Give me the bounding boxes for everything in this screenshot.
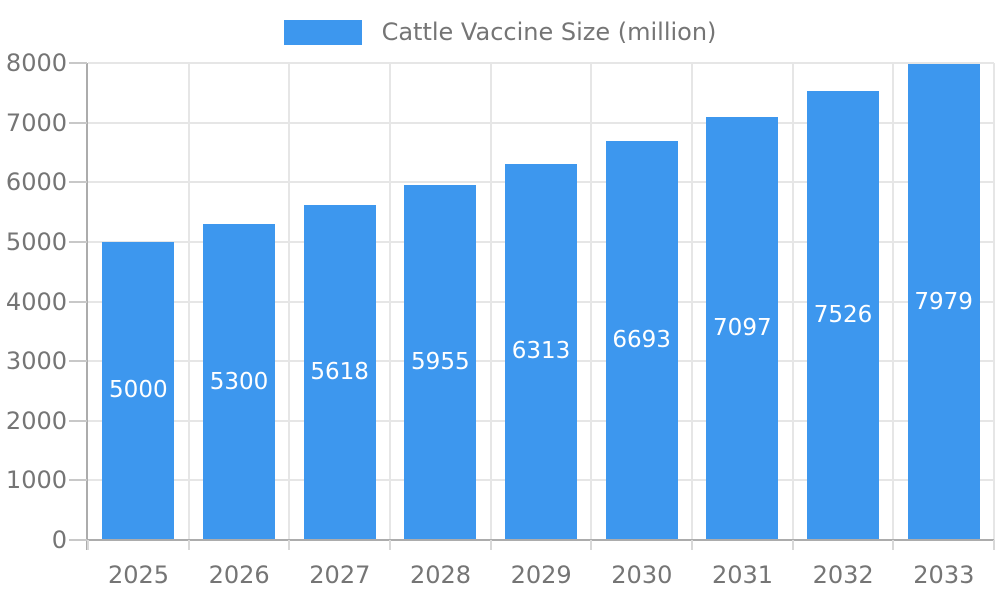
y-tick-label: 6000 <box>5 168 67 197</box>
x-tick-mark <box>691 540 693 550</box>
bar[interactable]: 7979 <box>907 64 980 540</box>
gridline-vertical <box>187 63 190 540</box>
x-tick-label: 2031 <box>711 561 774 589</box>
gridline-vertical <box>691 63 693 540</box>
bar-value-label: 7526 <box>813 302 873 329</box>
bar-value-label: 6693 <box>612 326 671 353</box>
y-tick-label: 2000 <box>5 406 67 435</box>
gridline-vertical <box>590 63 593 540</box>
x-tick-mark <box>489 540 492 550</box>
x-tick-mark <box>187 540 190 550</box>
y-tick-mark <box>69 62 87 64</box>
y-tick-mark <box>69 121 87 124</box>
y-tick-mark <box>69 300 87 303</box>
bar[interactable]: 5955 <box>404 184 477 540</box>
gridline-vertical <box>389 63 391 540</box>
gridline-vertical <box>892 63 895 540</box>
x-axis-line <box>78 539 994 541</box>
y-tick-label: 3000 <box>5 347 67 376</box>
y-tick-mark <box>69 360 87 363</box>
gridline-horizontal <box>88 121 994 124</box>
y-tick-label: 8000 <box>5 49 67 77</box>
legend-swatch <box>283 19 362 45</box>
bar[interactable]: 5618 <box>303 205 376 540</box>
bar-value-label: 5000 <box>109 377 168 404</box>
y-tick-mark <box>69 181 87 184</box>
x-tick-label: 2033 <box>913 561 975 589</box>
gridline-vertical <box>489 63 492 540</box>
y-tick-label: 5000 <box>5 227 67 256</box>
legend-label: Cattle Vaccine Size (million) <box>381 18 717 46</box>
x-tick-label: 2032 <box>812 561 874 589</box>
bar-value-label: 7979 <box>914 288 973 315</box>
bar[interactable]: 7526 <box>807 91 879 540</box>
legend-item[interactable]: Cattle Vaccine Size (million) <box>0 12 1000 52</box>
bar-value-label: 5955 <box>411 348 470 375</box>
bar-value-label: 5618 <box>310 359 369 386</box>
y-axis-line <box>86 63 88 550</box>
bar-value-label: 5300 <box>209 368 269 395</box>
gridline-vertical <box>993 63 995 540</box>
x-tick-mark <box>87 540 89 550</box>
bar[interactable]: 6693 <box>605 140 678 540</box>
bar[interactable]: 6313 <box>505 163 577 540</box>
x-tick-mark <box>389 540 391 550</box>
x-tick-label: 2025 <box>107 561 170 589</box>
x-tick-mark <box>791 540 794 550</box>
x-tick-label: 2030 <box>611 561 673 589</box>
x-tick-label: 2029 <box>510 561 572 589</box>
bar[interactable]: 7097 <box>706 116 779 540</box>
bar-value-label: 7097 <box>713 314 772 341</box>
bar-value-label: 6313 <box>511 338 571 365</box>
gridline-horizontal <box>88 62 994 64</box>
bar[interactable]: 5300 <box>203 224 275 540</box>
x-tick-mark <box>993 540 995 550</box>
x-tick-label: 2026 <box>208 561 270 589</box>
x-tick-mark <box>590 540 593 550</box>
y-tick-label: 7000 <box>5 108 67 137</box>
y-tick-label: 1000 <box>5 466 67 495</box>
x-tick-mark <box>892 540 895 550</box>
plot-area: 5000 5300 5618 5955 6313 6693 7097 7526 7979 <box>88 62 995 541</box>
x-tick-mark <box>288 540 291 550</box>
gridline-vertical <box>791 63 794 540</box>
y-tick-mark <box>69 419 87 422</box>
y-tick-label: 0 <box>51 526 67 554</box>
y-tick-mark <box>69 539 87 541</box>
x-tick-label: 2027 <box>309 561 371 589</box>
y-tick-mark <box>69 240 87 243</box>
y-tick-label: 4000 <box>5 287 67 316</box>
x-tick-label: 2028 <box>409 561 472 589</box>
gridline-vertical <box>288 63 291 540</box>
y-tick-mark <box>69 479 87 482</box>
bar[interactable]: 5000 <box>102 241 175 540</box>
